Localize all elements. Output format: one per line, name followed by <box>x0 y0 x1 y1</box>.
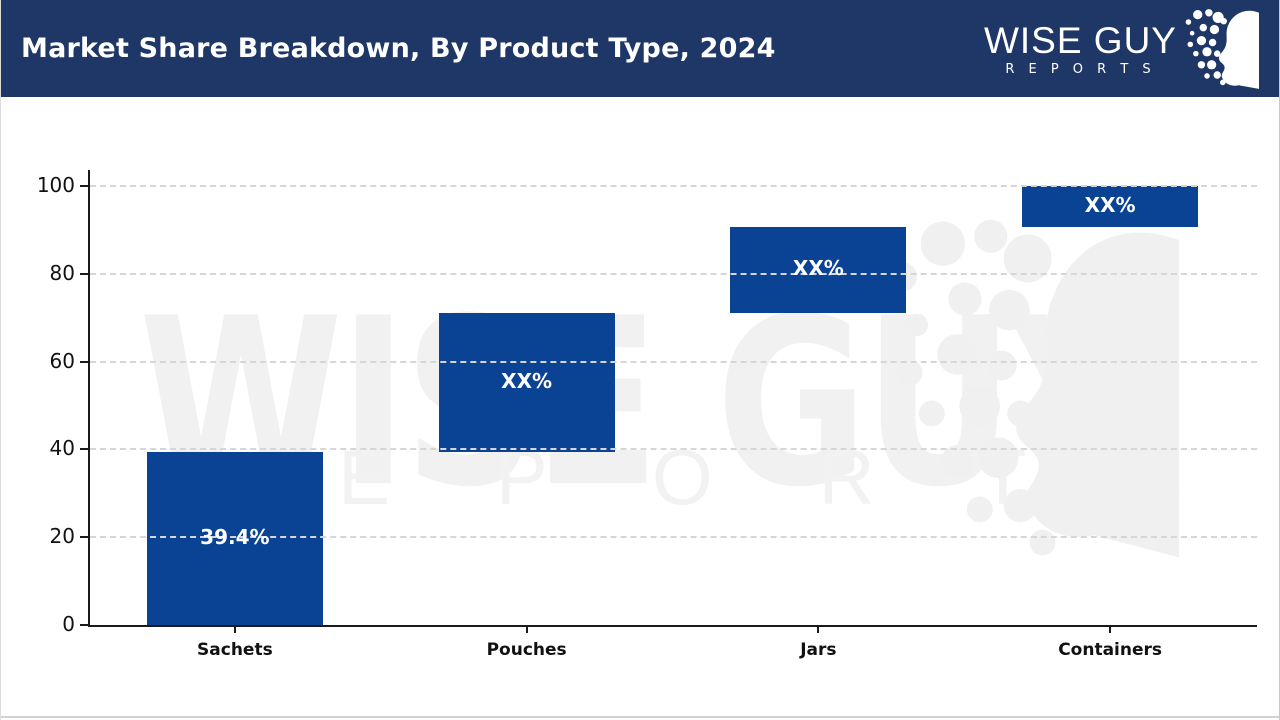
y-tick-label-40: 40 <box>49 436 75 461</box>
wiseguy-logo: WISE GUY R E P O R T S <box>984 7 1265 91</box>
category-label-sachets: Sachets <box>197 640 273 660</box>
x-tick-sachets <box>233 626 236 633</box>
bottom-divider <box>1 716 1279 718</box>
gridline-60 <box>90 360 1257 363</box>
y-tick-0 <box>80 624 88 626</box>
bar-pouches <box>438 313 615 453</box>
y-tick-40 <box>80 448 88 451</box>
bar-value-label-jars: XX% <box>792 256 844 281</box>
y-tick-20 <box>80 536 88 539</box>
x-tick-pouches <box>525 626 528 633</box>
y-tick-80 <box>80 272 88 275</box>
bar-jars <box>730 227 907 314</box>
category-label-containers: Containers <box>1058 640 1163 660</box>
bar-containers <box>1022 186 1199 228</box>
category-label-jars: Jars <box>800 640 837 660</box>
y-tick-label-100: 100 <box>36 173 75 197</box>
watermark-face-icon <box>887 219 1179 558</box>
bar-value-label-sachets: 39.4% <box>200 524 270 549</box>
x-axis-spine <box>88 625 1257 627</box>
x-tick-containers <box>1109 626 1112 633</box>
y-tick-100 <box>80 185 88 187</box>
bar-sachets <box>146 452 323 625</box>
gridline-80 <box>90 272 1257 275</box>
header-bar: Market Share Breakdown, By Product Type,… <box>1 0 1279 97</box>
y-tick-label-80: 80 <box>49 260 75 285</box>
bar-value-label-containers: XX% <box>1084 192 1136 217</box>
category-label-pouches: Pouches <box>486 640 567 660</box>
gridline-100 <box>90 185 1257 187</box>
gridline-40 <box>90 448 1257 451</box>
y-tick-label-20: 20 <box>49 524 75 549</box>
x-tick-jars <box>817 626 820 633</box>
y-tick-label-0: 0 <box>62 612 75 636</box>
y-axis-spine <box>88 170 90 627</box>
chart-title: Market Share Breakdown, By Product Type,… <box>21 33 776 64</box>
y-tick-60 <box>80 360 88 363</box>
dotted-face-icon <box>1185 8 1259 89</box>
bar-value-label-pouches: XX% <box>501 368 553 393</box>
logo-line1: WISE GUY <box>983 19 1177 61</box>
logo-wordmark: WISE GUY R E P O R T S <box>984 22 1177 76</box>
logo-line2: R E P O R T S <box>1005 61 1156 77</box>
gridline-20 <box>90 536 1257 539</box>
y-tick-label-60: 60 <box>49 348 75 373</box>
